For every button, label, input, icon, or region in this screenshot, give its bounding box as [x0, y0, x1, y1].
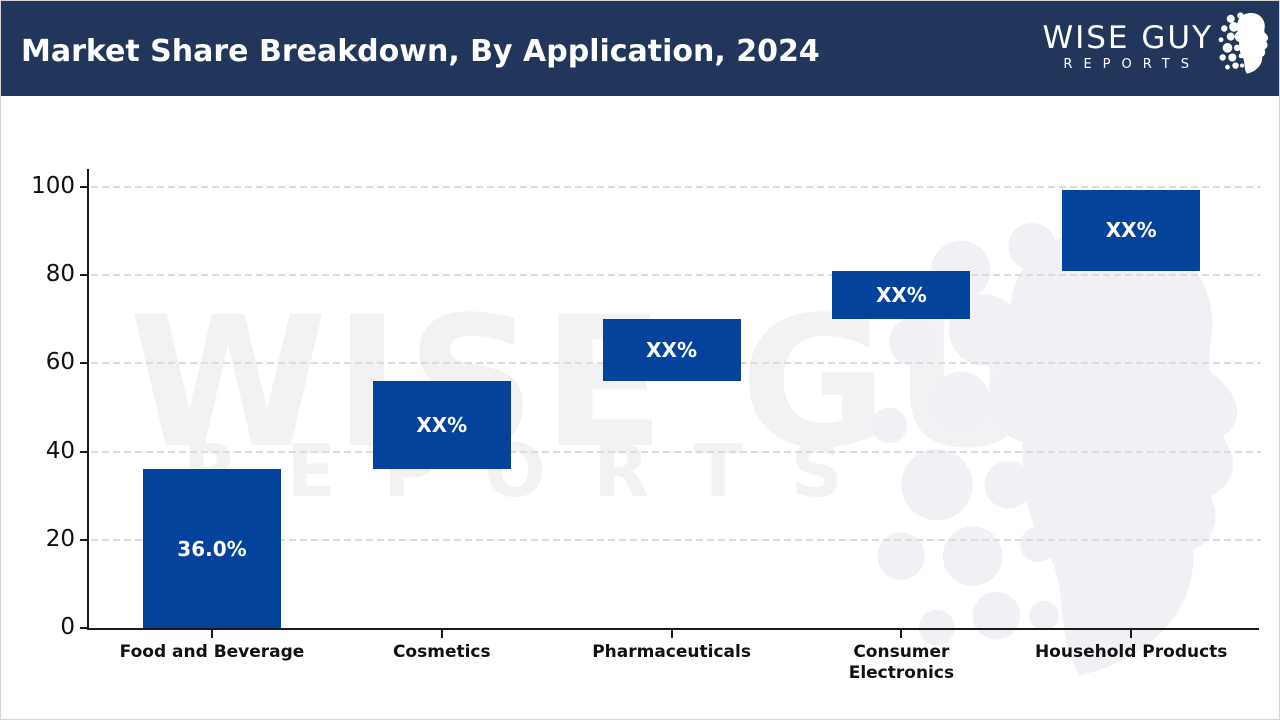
bar-label-2: XX%	[416, 413, 468, 438]
bar-label-5: XX%	[1105, 218, 1157, 243]
bar-label-3: XX%	[646, 338, 698, 363]
watermark-reports: REPORTS	[183, 429, 891, 513]
x-tick-5	[1130, 630, 1133, 638]
brand-wordmark: WISE GUY REPORTS	[1042, 20, 1213, 72]
x-tick-label-2: Cosmetics	[392, 642, 491, 662]
y-tick-0	[80, 627, 89, 629]
brand-dotted-head-icon	[1218, 12, 1269, 74]
x-tick-label-5: Household Products	[1034, 642, 1228, 662]
brand-name: WISE GUY	[1042, 20, 1213, 56]
chart-title: Market Share Breakdown, By Application, …	[21, 34, 820, 69]
bar-3: XX%	[602, 319, 741, 382]
y-tick-20	[80, 538, 89, 541]
x-tick-label-1: Food and Beverage	[119, 642, 305, 662]
y-tick-label-20: 20	[45, 525, 75, 552]
bar-1: 36.0%	[143, 469, 281, 628]
bar-4: XX%	[832, 270, 971, 320]
y-tick-60	[80, 362, 89, 365]
header-bar: Market Share Breakdown, By Application, …	[1, 1, 1279, 96]
bar-label-4: XX%	[875, 283, 927, 308]
y-tick-80	[80, 274, 89, 277]
x-tick-3	[670, 630, 673, 638]
x-tick-2	[440, 630, 443, 638]
gridline-100	[91, 186, 1261, 188]
y-tick-label-100: 100	[31, 173, 75, 199]
x-tick-1	[211, 630, 213, 638]
gridline-40	[91, 450, 1261, 453]
x-tick-label-3: Pharmaceuticals	[592, 642, 751, 662]
x-axis-line	[87, 628, 1259, 630]
y-tick-label-40: 40	[45, 437, 75, 464]
y-tick-label-60: 60	[45, 349, 75, 376]
gridline-20	[91, 538, 1261, 541]
y-tick-100	[80, 186, 89, 188]
brand-logo: WISE GUY REPORTS	[1042, 7, 1271, 79]
y-axis-line	[87, 169, 89, 630]
x-tick-4	[900, 630, 903, 638]
bar-5: XX%	[1062, 189, 1201, 271]
x-tick-label-4: Consumer Electronics	[848, 642, 955, 684]
y-tick-label-80: 80	[45, 261, 75, 288]
y-tick-label-0: 0	[60, 614, 75, 640]
bar-2: XX%	[372, 381, 511, 470]
gridline-80	[91, 274, 1261, 277]
bar-label-1: 36.0%	[177, 536, 247, 561]
brand-subtitle: REPORTS	[1063, 57, 1201, 72]
y-tick-40	[80, 450, 89, 453]
